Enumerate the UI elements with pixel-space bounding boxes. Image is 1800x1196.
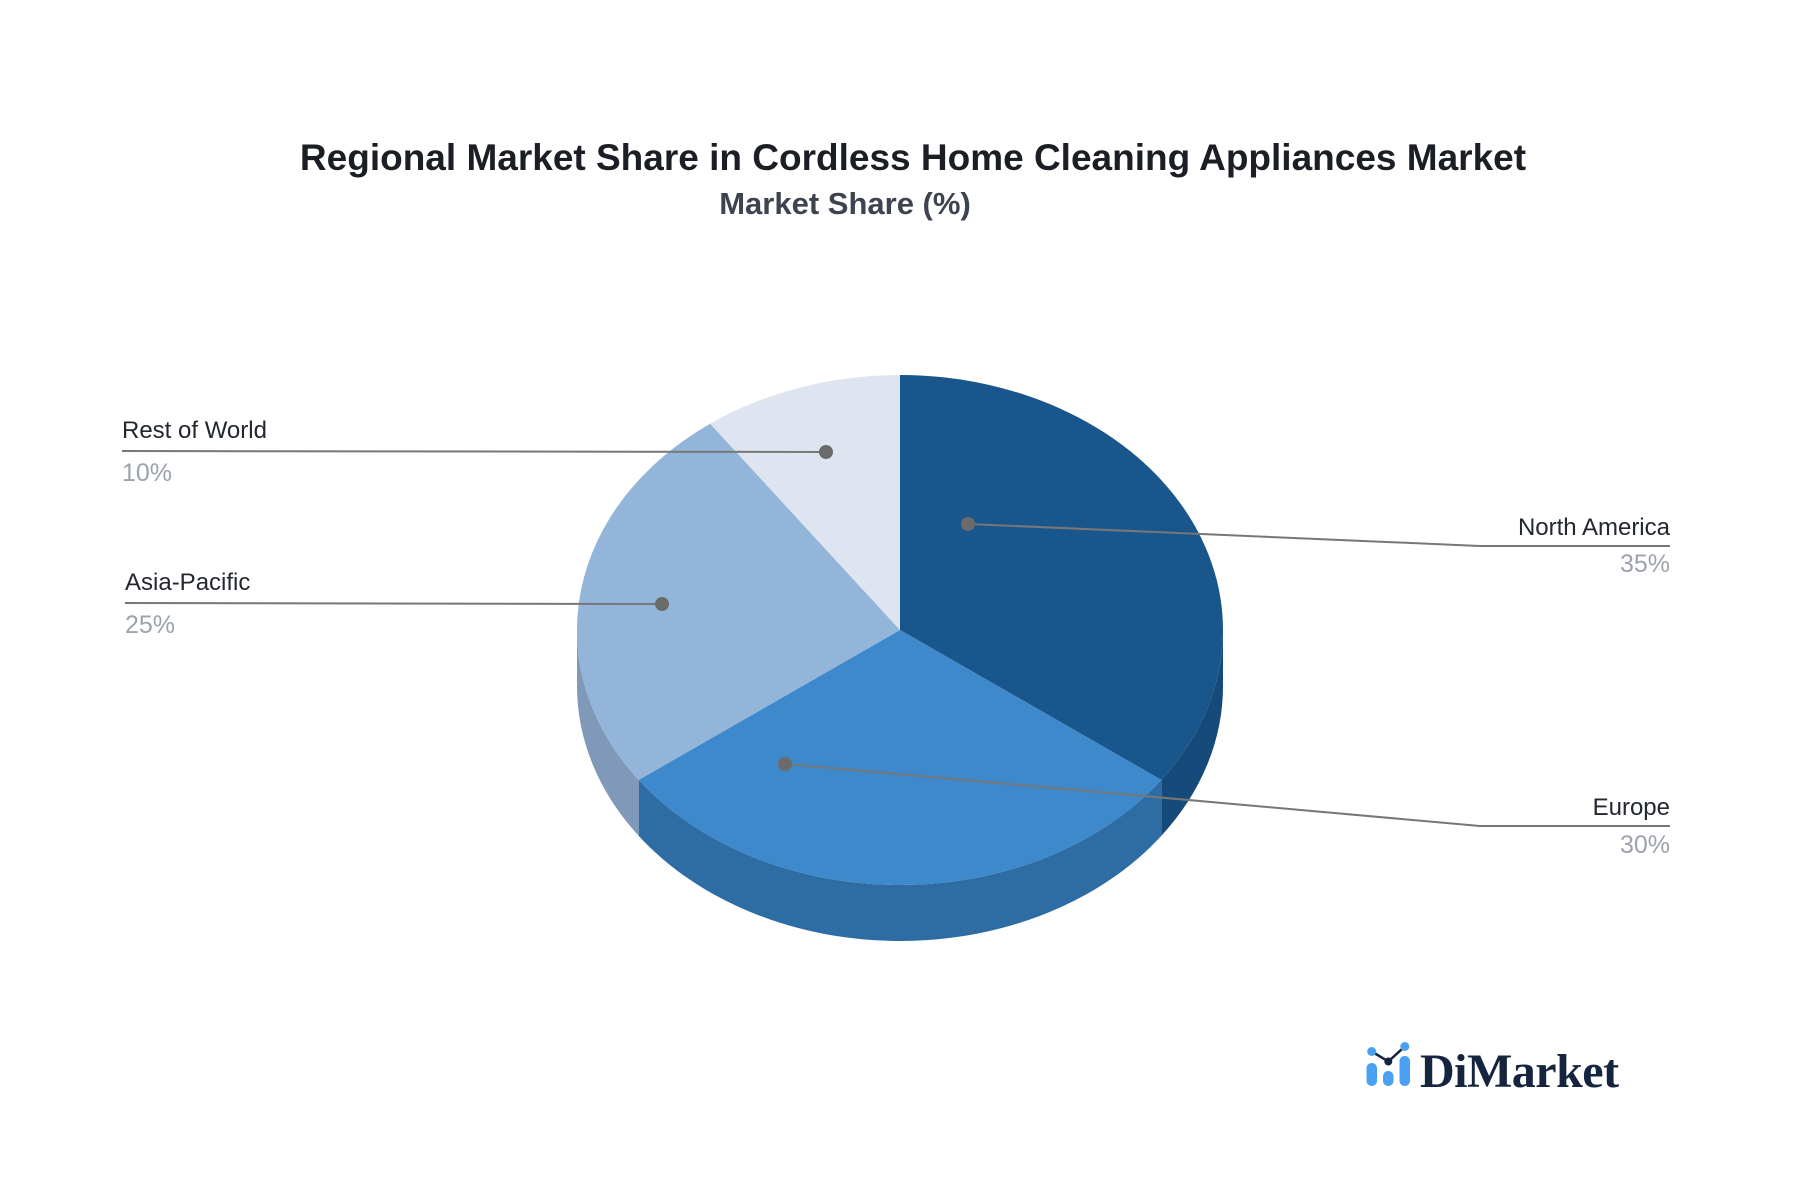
logo-bar-3 [1399,1056,1410,1086]
chart-subtitle: Market Share (%) [719,186,971,221]
leader-line-asia-pacific [124,602,663,605]
logo-text: DiMarket [1420,1045,1619,1098]
leader-dot-rest-of-world [819,445,833,459]
leader-dot-europe [778,757,792,771]
slice-pct-europe: 30% [1620,831,1670,859]
slice-pct-north-america: 35% [1620,550,1670,578]
callout-europe: Europe 30% [778,757,1670,859]
logo-bars-icon [1366,1042,1410,1086]
slice-pct-asia-pacific: 25% [125,611,175,639]
callout-north-america: North America 35% [961,514,1671,578]
leader-line-north-america [967,523,1670,547]
leader-line-europe [784,763,1670,827]
slice-label-europe: Europe [1593,794,1670,821]
callout-asia-pacific: Asia-Pacific 25% [124,569,669,639]
pie-slice-rest-of-world[interactable] [710,375,900,630]
pie-slice-europe[interactable] [638,630,1162,885]
logo-dot-3 [1400,1042,1410,1051]
callout-rest-of-world: Rest of World 10% [121,417,833,487]
pie-slice-north-america[interactable] [900,375,1223,780]
pie-side-north-america [1161,630,1223,836]
logo-dot-1 [1367,1047,1377,1056]
slice-pct-rest-of-world: 10% [122,459,172,487]
dimarket-logo: DiMarket [1366,1042,1620,1098]
pie-slice-asia-pacific[interactable] [576,423,900,780]
leader-dot-asia-pacific [655,597,669,611]
slice-label-rest-of-world: Rest of World [122,417,267,444]
leader-dot-north-america [961,517,975,531]
logo-bar-2 [1383,1071,1394,1086]
logo-bar-1 [1366,1063,1377,1086]
pie-side-europe [638,779,1162,941]
leader-line-rest-of-world [121,450,827,453]
slice-label-asia-pacific: Asia-Pacific [125,569,250,596]
pie-3d-body [576,375,1223,941]
logo-dot-2 [1384,1057,1393,1066]
chart-title: Regional Market Share in Cordless Home C… [300,137,1526,178]
slice-label-north-america: North America [1518,514,1671,541]
pie-side-asia-pacific [577,630,639,836]
